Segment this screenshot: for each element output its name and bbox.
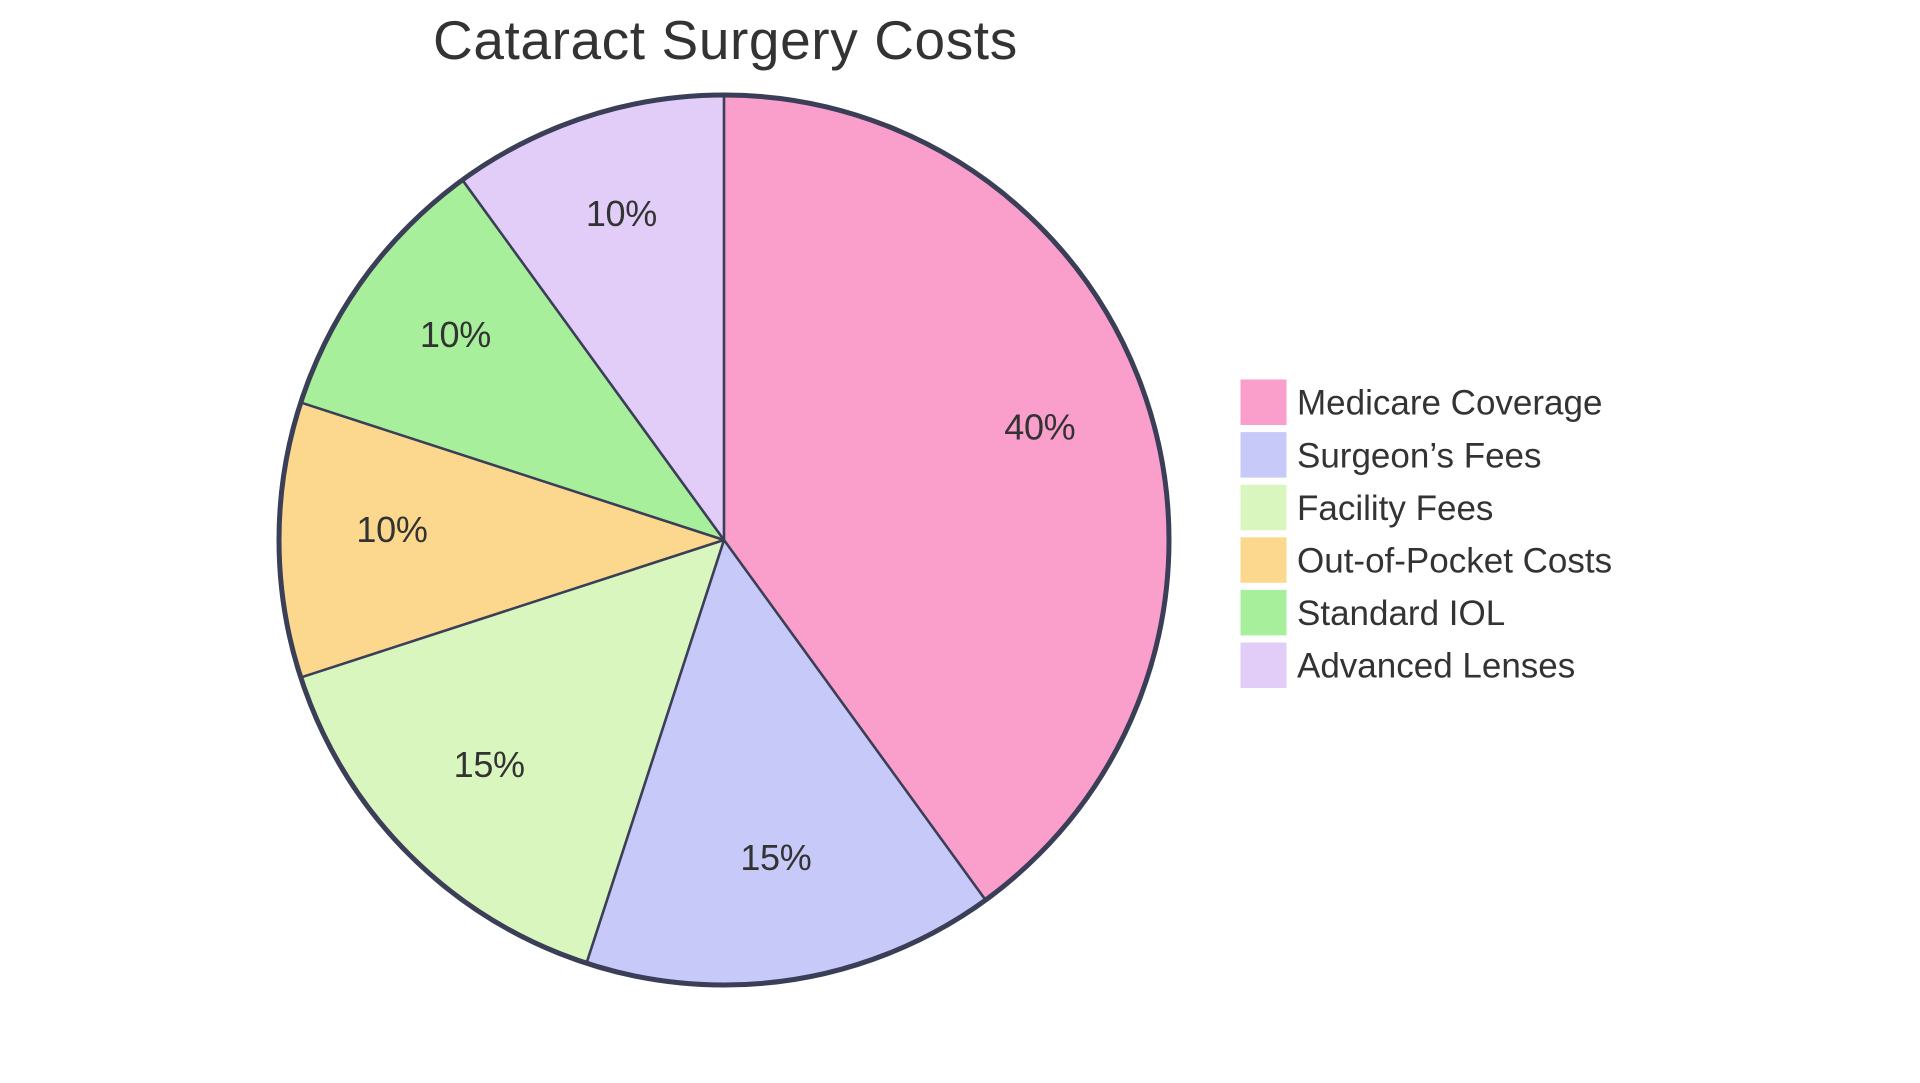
svg-text:15%: 15% (454, 744, 525, 785)
svg-text:40%: 40% (1004, 406, 1075, 447)
svg-text:10%: 10% (586, 193, 657, 234)
svg-text:10%: 10% (420, 314, 491, 355)
svg-text:15%: 15% (740, 837, 811, 878)
svg-text:Standard IOL: Standard IOL (1297, 594, 1505, 633)
svg-text:Medicare Coverage: Medicare Coverage (1297, 384, 1602, 423)
svg-text:Cataract Surgery Costs: Cataract Surgery Costs (433, 9, 1018, 71)
svg-text:Out-of-Pocket Costs: Out-of-Pocket Costs (1297, 542, 1612, 581)
svg-text:Advanced Lenses: Advanced Lenses (1297, 647, 1575, 686)
svg-text:Facility Fees: Facility Fees (1297, 489, 1493, 528)
svg-text:Surgeon’s Fees: Surgeon’s Fees (1297, 436, 1542, 475)
svg-text:10%: 10% (356, 509, 427, 550)
